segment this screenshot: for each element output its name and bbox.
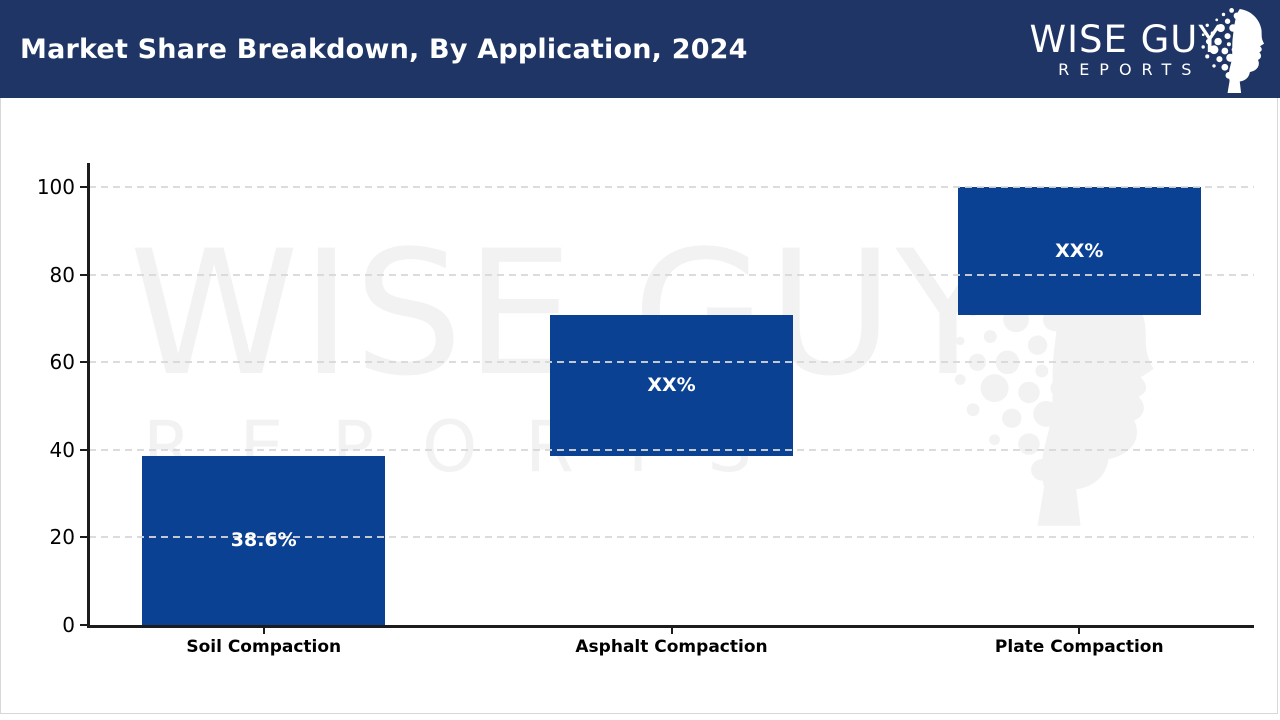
- plot-area: 38.6% XX% XX%: [89, 163, 1254, 625]
- y-tick-label: 20: [49, 525, 75, 550]
- x-tick-mark: [1078, 626, 1081, 634]
- brand-logo: WISE GUY REPORTS: [1030, 5, 1274, 93]
- category-label: Plate Compaction: [994, 637, 1164, 657]
- y-tick-mark: [80, 536, 89, 539]
- gridline: [89, 186, 1254, 189]
- x-axis-spine: [87, 625, 1254, 628]
- brand-subtitle: REPORTS: [1058, 59, 1202, 79]
- bar-value-label: XX%: [1055, 240, 1104, 263]
- x-tick-mark: [262, 626, 265, 634]
- y-axis-spine: [87, 163, 90, 628]
- gridline: [89, 536, 1254, 539]
- gridline: [89, 273, 1254, 276]
- y-tick-label: 80: [49, 262, 75, 287]
- bar-value-label: 38.6%: [230, 529, 297, 552]
- brand-name: WISE GUY: [1029, 17, 1222, 61]
- y-tick-mark: [80, 361, 89, 364]
- brand-face-icon: [1196, 5, 1274, 93]
- y-tick-label: 0: [62, 613, 75, 637]
- header-banner: Market Share Breakdown, By Application, …: [0, 0, 1280, 98]
- y-tick-label: 40: [49, 437, 75, 462]
- bar-segment: [142, 455, 386, 625]
- category-label: Asphalt Compaction: [575, 637, 768, 657]
- page-title: Market Share Breakdown, By Application, …: [20, 33, 748, 65]
- bar-segment: [550, 314, 793, 456]
- y-tick-label: 100: [36, 175, 75, 200]
- chart-canvas: WISE GUY REPORTS 38.6% XX% XX% 0 20 40 60 80 10…: [0, 98, 1278, 714]
- category-label: Soil Compaction: [186, 637, 342, 657]
- x-tick-mark: [670, 626, 673, 634]
- gridline: [89, 448, 1254, 451]
- brand-logo-text: WISE GUY REPORTS: [1030, 21, 1222, 78]
- gridline: [89, 361, 1254, 364]
- y-tick-mark: [80, 186, 89, 189]
- y-tick-mark: [80, 624, 89, 626]
- bar-value-label: XX%: [647, 374, 696, 397]
- y-tick-mark: [80, 448, 89, 451]
- y-tick-label: 60: [49, 350, 75, 375]
- y-tick-mark: [80, 273, 89, 276]
